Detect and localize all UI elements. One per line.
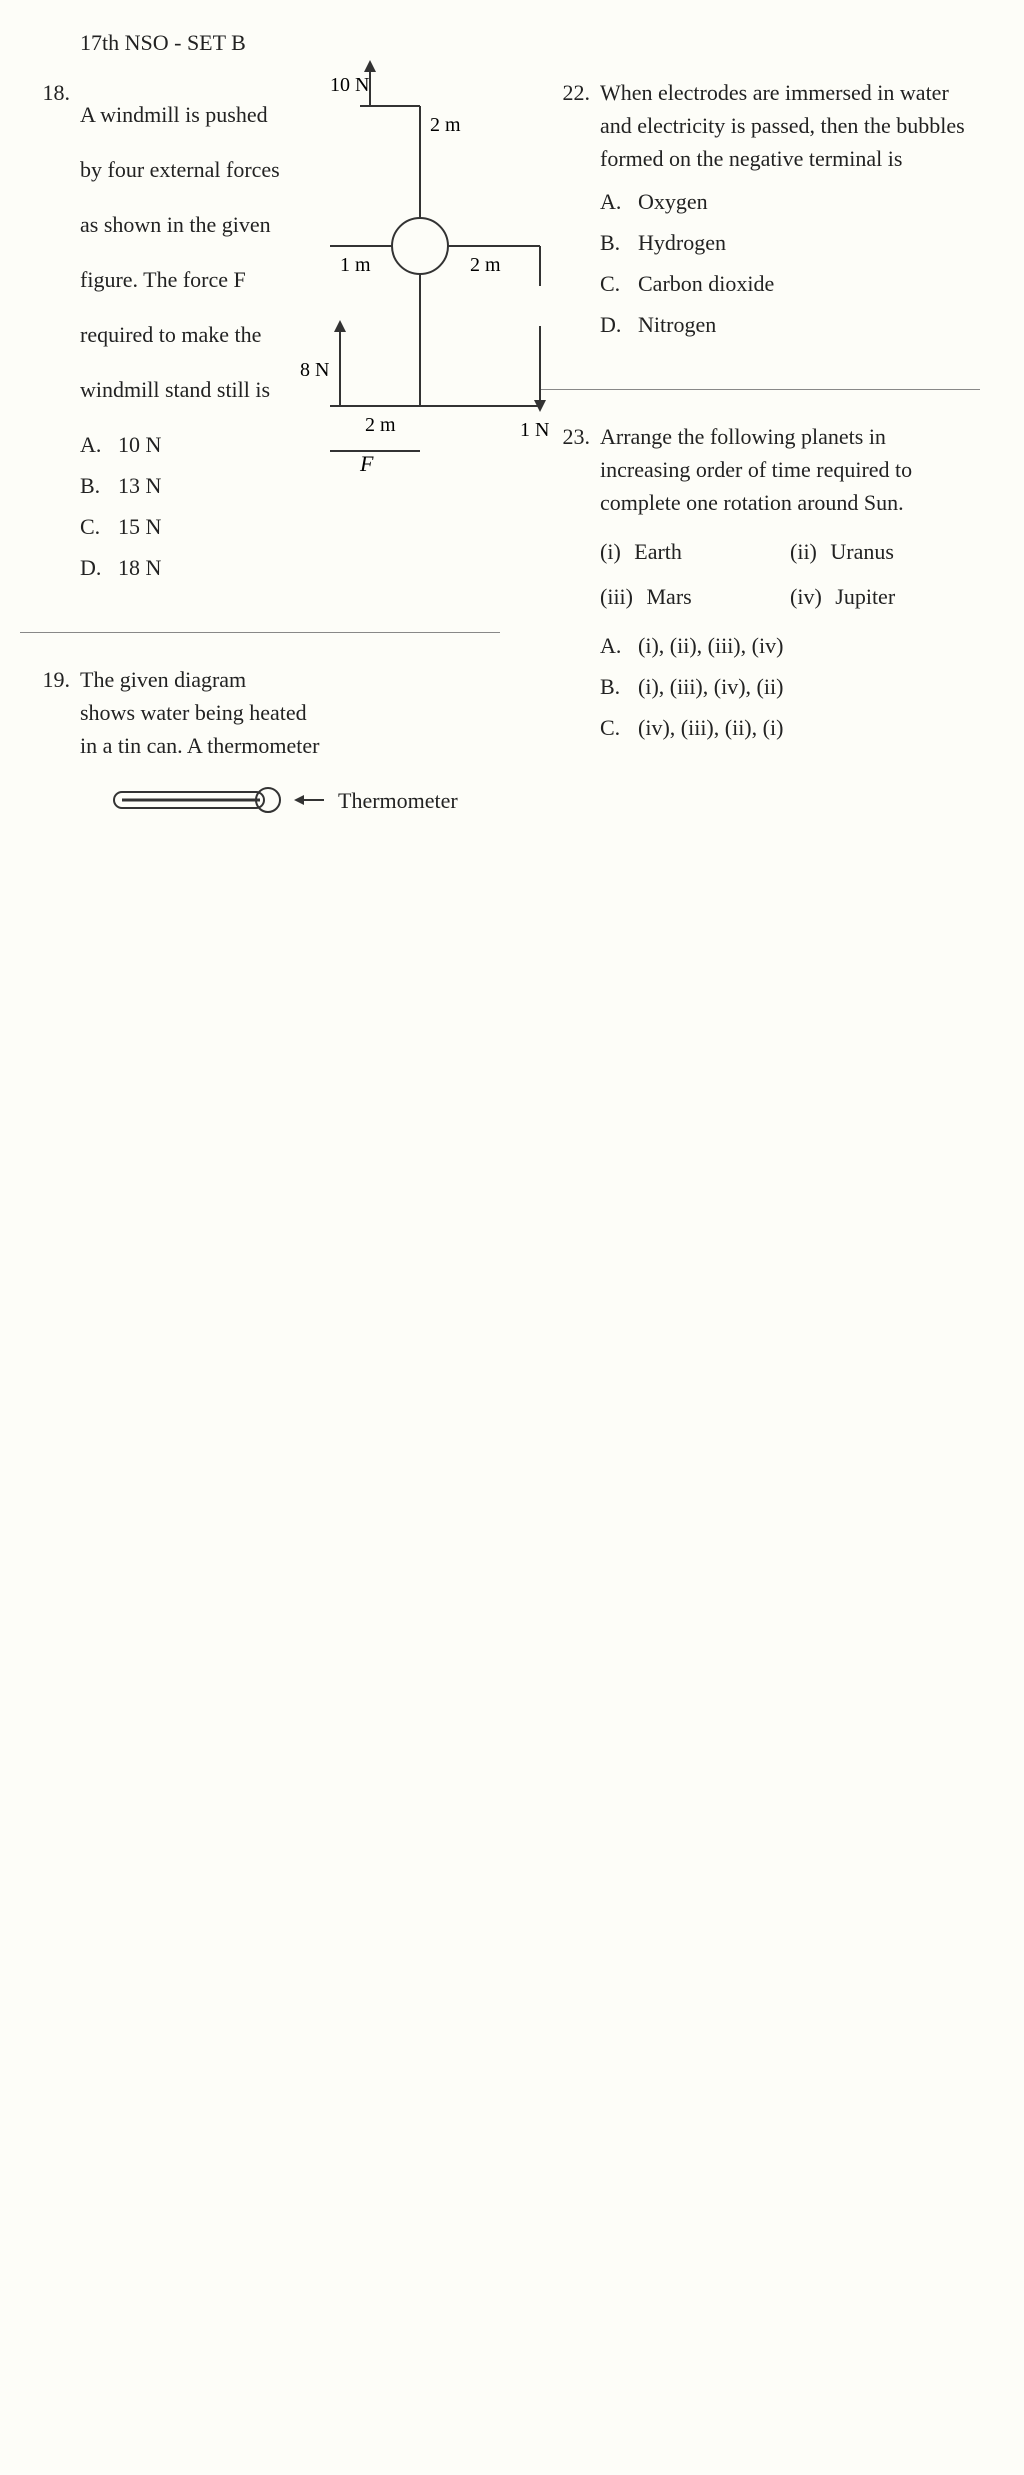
q22-options: A. Oxygen B. Hydrogen C. Carbon dioxide xyxy=(600,185,980,341)
q23-opt-b: B. (i), (iii), (iv), (ii) xyxy=(600,670,980,703)
q23-body: Arrange the following planets in increas… xyxy=(600,420,980,752)
opt-letter: B. xyxy=(80,469,118,502)
q18-stem: A windmill is pushed by four external fo… xyxy=(80,76,300,592)
arrow-left-icon xyxy=(294,790,324,810)
q23-text: Arrange the following planets in increas… xyxy=(600,420,980,519)
opt-letter: B. xyxy=(600,670,638,703)
sub-text: Earth xyxy=(634,539,682,564)
sub-roman: (ii) xyxy=(790,539,817,564)
q19-body: The given diagram shows water being heat… xyxy=(80,663,500,818)
q18-opt-c: C. 15 N xyxy=(80,510,300,543)
question-22: 22. When electrodes are immersed in wate… xyxy=(540,76,980,349)
q18-body: A windmill is pushed by four external fo… xyxy=(80,76,560,592)
thermometer-label: Thermometer xyxy=(338,784,458,817)
opt-letter: B. xyxy=(600,226,638,259)
sub-text: Uranus xyxy=(830,539,894,564)
q23-sub-iii: (iii) Mars xyxy=(600,580,790,613)
fig-label: F xyxy=(359,451,374,476)
opt-text: 10 N xyxy=(118,428,161,461)
opt-letter: C. xyxy=(600,711,638,744)
fig-label: 1 m xyxy=(340,254,371,276)
q23-stem: Arrange the following planets in increas… xyxy=(600,420,980,519)
q18-line: required to make the xyxy=(80,318,300,351)
opt-letter: C. xyxy=(80,510,118,543)
fig-label: 10 N xyxy=(330,74,369,96)
q18-line: as shown in the given xyxy=(80,208,300,241)
opt-text: 18 N xyxy=(118,551,161,584)
q18-opt-a: A. 10 N xyxy=(80,428,300,461)
fig-label: 2 m xyxy=(365,414,396,436)
fig-label: 1 N xyxy=(520,419,549,441)
q18-opt-d: D. 18 N xyxy=(80,551,300,584)
section-divider xyxy=(20,632,500,633)
q23-sub-iv: (iv) Jupiter xyxy=(790,580,980,613)
sub-roman: (iv) xyxy=(790,584,822,609)
opt-text: 15 N xyxy=(118,510,161,543)
exam-page: 17th NSO - SET B 18. A windmill is pushe… xyxy=(0,0,1024,2475)
q19-line: shows water being heated xyxy=(80,696,500,729)
q23-opt-c: C. (iv), (iii), (ii), (i) xyxy=(600,711,980,744)
q22-text: When electrodes are immersed in water an… xyxy=(600,76,980,175)
two-column-layout: 18. A windmill is pushed by four externa… xyxy=(20,76,1004,848)
section-divider xyxy=(540,389,980,390)
opt-text: (i), (ii), (iii), (iv) xyxy=(638,629,783,662)
q18-opt-b: B. 13 N xyxy=(80,469,300,502)
left-column: 18. A windmill is pushed by four externa… xyxy=(20,76,500,848)
thermometer-row: Thermometer xyxy=(110,782,500,818)
q18-number: 18. xyxy=(20,76,80,592)
opt-text: (i), (iii), (iv), (ii) xyxy=(638,670,783,703)
opt-letter: A. xyxy=(600,185,638,218)
fig-label: 8 N xyxy=(300,359,329,381)
q18-line: windmill stand still is xyxy=(80,373,300,406)
q19-line: in a tin can. A thermometer xyxy=(80,729,500,762)
opt-letter: A. xyxy=(600,629,638,662)
q18-options: A. 10 N B. 13 N C. 15 N xyxy=(80,428,300,584)
opt-text: (iv), (iii), (ii), (i) xyxy=(638,711,783,744)
q22-opt-c: C. Carbon dioxide xyxy=(600,267,980,300)
q18-line: by four external forces xyxy=(80,153,300,186)
sub-text: Jupiter xyxy=(835,584,895,609)
q19-number: 19. xyxy=(20,663,80,818)
sub-text: Mars xyxy=(647,584,692,609)
opt-text: Oxygen xyxy=(638,185,708,218)
thermometer-icon xyxy=(110,782,280,818)
q23-sub-ii: (ii) Uranus xyxy=(790,535,980,568)
q23-opt-a: A. (i), (ii), (iii), (iv) xyxy=(600,629,980,662)
q22-body: When electrodes are immersed in water an… xyxy=(600,76,980,349)
q18-line: A windmill is pushed xyxy=(80,98,300,131)
fig-label: 2 m xyxy=(470,254,501,276)
question-23: 23. Arrange the following planets in inc… xyxy=(540,420,980,752)
sub-roman: (i) xyxy=(600,539,621,564)
page-header: 17th NSO - SET B xyxy=(80,30,1004,56)
fig-label: 2 m xyxy=(430,114,461,136)
opt-letter: D. xyxy=(80,551,118,584)
q22-opt-b: B. Hydrogen xyxy=(600,226,980,259)
q22-opt-a: A. Oxygen xyxy=(600,185,980,218)
q22-stem: When electrodes are immersed in water an… xyxy=(600,76,980,175)
windmill-diagram: 10 N 2 m 1 m 2 m xyxy=(310,76,560,496)
right-column: 22. When electrodes are immersed in wate… xyxy=(540,76,980,848)
question-19: 19. The given diagram shows water being … xyxy=(20,663,500,818)
opt-letter: A. xyxy=(80,428,118,461)
q18-line: figure. The force F xyxy=(80,263,300,296)
opt-letter: C. xyxy=(600,267,638,300)
opt-text: Carbon dioxide xyxy=(638,267,774,300)
opt-text: Hydrogen xyxy=(638,226,726,259)
question-18: 18. A windmill is pushed by four externa… xyxy=(20,76,500,592)
q19-line: The given diagram xyxy=(80,663,500,696)
opt-text: 13 N xyxy=(118,469,161,502)
opt-letter: D. xyxy=(600,308,638,341)
q23-sub-i: (i) Earth xyxy=(600,535,790,568)
q18-figure: 10 N 2 m 1 m 2 m xyxy=(310,76,560,592)
opt-text: Nitrogen xyxy=(638,308,716,341)
q18-main-row: A windmill is pushed by four external fo… xyxy=(80,76,560,592)
sub-roman: (iii) xyxy=(600,584,633,609)
q23-options: A. (i), (ii), (iii), (iv) B. (i), (iii),… xyxy=(600,629,980,744)
q23-subitems: (i) Earth (ii) Uranus (iii) Mars (iv) xyxy=(600,529,980,619)
q22-opt-d: D. Nitrogen xyxy=(600,308,980,341)
